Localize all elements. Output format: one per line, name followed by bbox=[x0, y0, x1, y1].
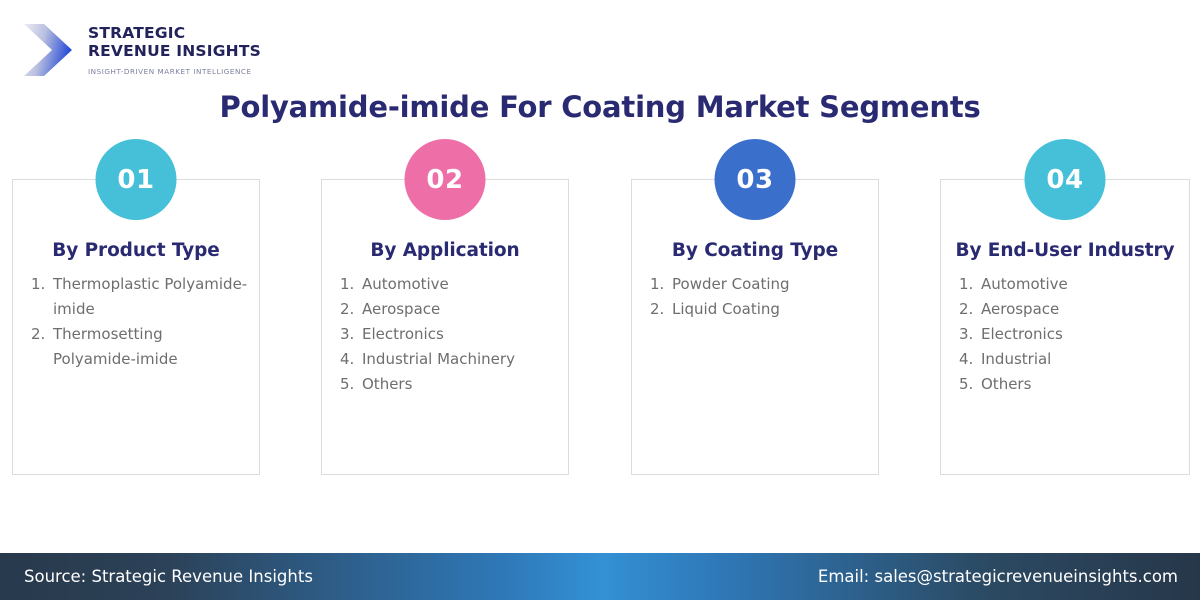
list-item-number: 1. bbox=[340, 275, 355, 293]
list-item: 1. Automotive bbox=[959, 272, 1179, 297]
segment-cards: 01 By Product Type 1. Thermoplastic Polya… bbox=[12, 139, 1190, 477]
chevron-arrow-icon bbox=[22, 22, 74, 78]
list-item-number: 2. bbox=[31, 325, 46, 343]
list-item-number: 1. bbox=[959, 275, 974, 293]
list-item: 3. Electronics bbox=[340, 322, 558, 347]
list-item-label: Thermoplastic Polyamide-imide bbox=[53, 275, 248, 318]
list-item-number: 3. bbox=[959, 325, 974, 343]
list-item-number: 2. bbox=[959, 300, 974, 318]
list-item: 1. Thermoplastic Polyamide-imide bbox=[31, 272, 249, 322]
segment-card: 02 By Application 1. Automotive 2. Aerospa… bbox=[321, 139, 569, 475]
list-item: 3. Electronics bbox=[959, 322, 1179, 347]
list-item-number: 4. bbox=[959, 350, 974, 368]
segment-heading: By Product Type bbox=[52, 240, 220, 261]
list-item-number: 3. bbox=[340, 325, 355, 343]
list-item-number: 2. bbox=[650, 300, 665, 318]
segment-heading: By Coating Type bbox=[671, 240, 839, 261]
segment-item-list: 1. Powder Coating 2. Liquid Coating bbox=[650, 272, 868, 322]
list-item-label: Electronics bbox=[981, 325, 1063, 343]
brand-tagline: INSIGHT-DRIVEN MARKET INTELLIGENCE bbox=[88, 67, 252, 76]
brand-name-line1: STRATEGIC bbox=[88, 24, 186, 42]
list-item-label: Liquid Coating bbox=[672, 300, 780, 318]
brand-logo: STRATEGIC REVENUE INSIGHTS INSIGHT-DRIVE… bbox=[22, 18, 282, 84]
list-item: 2. Liquid Coating bbox=[650, 297, 868, 322]
list-item-number: 1. bbox=[650, 275, 665, 293]
list-item-label: Automotive bbox=[362, 275, 449, 293]
brand-name-line2: REVENUE INSIGHTS bbox=[88, 42, 261, 60]
list-item: 2. Aerospace bbox=[959, 297, 1179, 322]
segment-item-list: 1. Thermoplastic Polyamide-imide 2. Thermo… bbox=[31, 272, 249, 372]
footer-bar: Source: Strategic Revenue Insights Email… bbox=[0, 553, 1200, 600]
list-item-label: Aerospace bbox=[362, 300, 441, 318]
segment-number-badge: 03 bbox=[714, 139, 796, 220]
list-item-number: 2. bbox=[340, 300, 355, 318]
list-item-label: Powder Coating bbox=[672, 275, 790, 293]
list-item: 2. Thermosetting Polyamide-imide bbox=[31, 322, 249, 372]
list-item-label: Others bbox=[981, 375, 1032, 393]
footer-source: Source: Strategic Revenue Insights bbox=[24, 567, 313, 586]
footer-email[interactable]: Email: sales@strategicrevenueinsights.co… bbox=[817, 567, 1178, 586]
list-item: 2. Aerospace bbox=[340, 297, 558, 322]
segment-number-badge: 01 bbox=[95, 139, 177, 220]
list-item-label: Industrial bbox=[981, 350, 1052, 368]
list-item-number: 1. bbox=[31, 275, 46, 293]
list-item-label: Others bbox=[362, 375, 413, 393]
list-item: 5. Others bbox=[340, 372, 558, 397]
segment-card: 03 By Coating Type 1. Powder Coating 2. Li… bbox=[631, 139, 879, 475]
page-title: Polyamide-imide For Coating Market Segme… bbox=[219, 90, 981, 124]
list-item-label: Electronics bbox=[362, 325, 444, 343]
list-item-label: Thermosetting Polyamide-imide bbox=[53, 325, 178, 368]
segment-heading: By End-User Industry bbox=[955, 240, 1175, 261]
list-item: 5. Others bbox=[959, 372, 1179, 397]
segment-card: 01 By Product Type 1. Thermoplastic Polya… bbox=[12, 139, 260, 475]
list-item-label: Aerospace bbox=[981, 300, 1060, 318]
list-item-label: Automotive bbox=[981, 275, 1068, 293]
list-item-number: 4. bbox=[340, 350, 355, 368]
segment-number-badge: 02 bbox=[404, 139, 486, 220]
list-item-label: Industrial Machinery bbox=[362, 350, 515, 368]
list-item-number: 5. bbox=[959, 375, 974, 393]
segment-card: 04 By End-User Industry 1. Automotive 2. A… bbox=[940, 139, 1190, 475]
segment-item-list: 1. Automotive 2. Aerospace 3. Electronics 4… bbox=[340, 272, 558, 397]
list-item: 4. Industrial bbox=[959, 347, 1179, 372]
list-item: 1. Powder Coating bbox=[650, 272, 868, 297]
list-item: 1. Automotive bbox=[340, 272, 558, 297]
list-item: 4. Industrial Machinery bbox=[340, 347, 558, 372]
segment-item-list: 1. Automotive 2. Aerospace 3. Electronics 4… bbox=[959, 272, 1179, 397]
segment-number-badge: 04 bbox=[1024, 139, 1106, 220]
segment-heading: By Application bbox=[370, 240, 520, 261]
list-item-number: 5. bbox=[340, 375, 355, 393]
